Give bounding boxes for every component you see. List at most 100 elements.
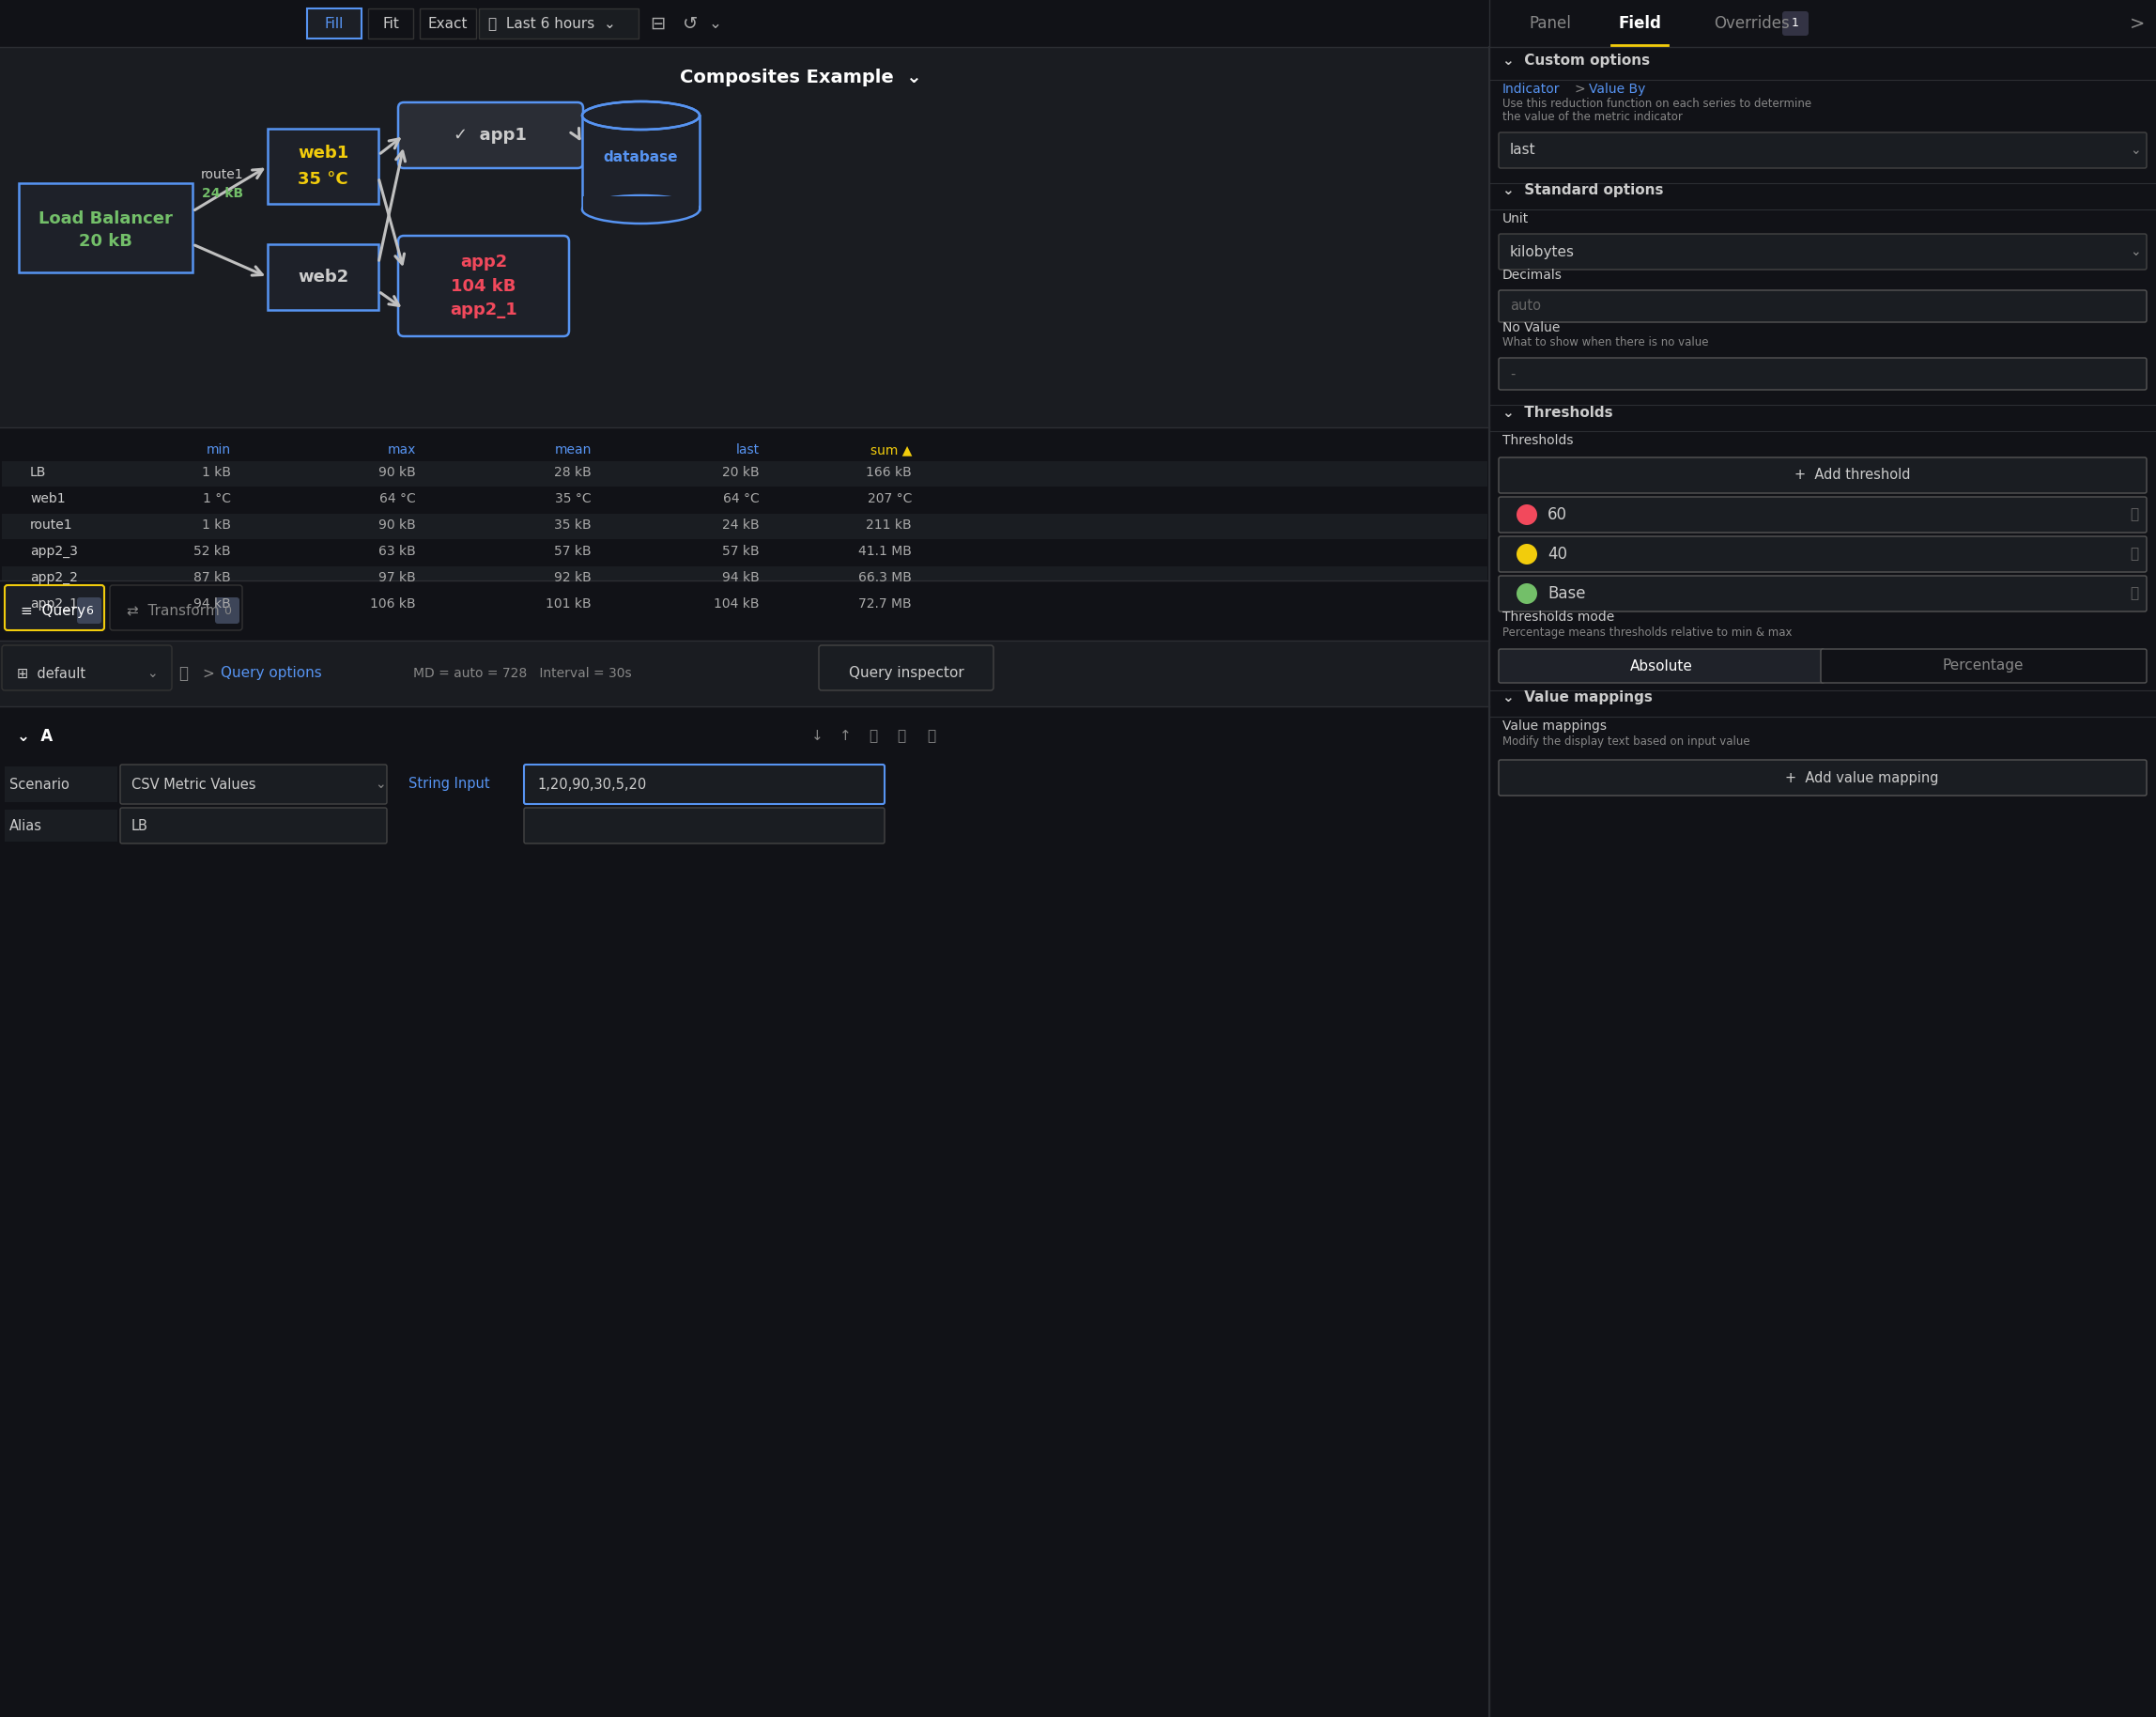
Text: ⌄  A: ⌄ A bbox=[17, 728, 52, 745]
Text: 87 kB: 87 kB bbox=[194, 572, 231, 584]
Text: 101 kB: 101 kB bbox=[545, 598, 591, 611]
Text: 0: 0 bbox=[224, 604, 231, 616]
Text: 60: 60 bbox=[1548, 507, 1567, 524]
Text: ≡  Query: ≡ Query bbox=[22, 603, 86, 618]
Text: LB: LB bbox=[30, 465, 47, 479]
Text: 35 kB: 35 kB bbox=[554, 519, 591, 532]
Bar bbox=[4, 766, 116, 802]
Text: the value of the metric indicator: the value of the metric indicator bbox=[1503, 112, 1682, 124]
Text: 106 kB: 106 kB bbox=[371, 598, 416, 611]
Text: ⌄  Value mappings: ⌄ Value mappings bbox=[1503, 690, 1651, 706]
Text: ⓘ: ⓘ bbox=[179, 664, 188, 682]
Text: Unit: Unit bbox=[1503, 213, 1529, 225]
Text: ⌄: ⌄ bbox=[709, 15, 722, 33]
Text: 35 °C: 35 °C bbox=[298, 172, 349, 187]
Text: 90 kB: 90 kB bbox=[379, 519, 416, 532]
Text: 6: 6 bbox=[86, 604, 93, 616]
FancyBboxPatch shape bbox=[1498, 761, 2147, 795]
FancyBboxPatch shape bbox=[78, 598, 101, 623]
Text: Load Balancer: Load Balancer bbox=[39, 211, 172, 227]
FancyBboxPatch shape bbox=[1498, 536, 2147, 572]
FancyBboxPatch shape bbox=[1498, 234, 2147, 270]
Text: 94 kB: 94 kB bbox=[722, 572, 759, 584]
Text: Thresholds: Thresholds bbox=[1503, 434, 1574, 446]
Text: route1: route1 bbox=[201, 168, 244, 182]
Text: 20 kB: 20 kB bbox=[722, 465, 759, 479]
FancyBboxPatch shape bbox=[1498, 457, 2147, 493]
Text: Query inspector: Query inspector bbox=[849, 666, 964, 680]
Text: 1 kB: 1 kB bbox=[203, 519, 231, 532]
Text: ⌄: ⌄ bbox=[2130, 144, 2141, 156]
Text: min: min bbox=[207, 443, 231, 457]
Text: auto: auto bbox=[1509, 299, 1542, 312]
Text: String Input: String Input bbox=[407, 778, 489, 792]
Ellipse shape bbox=[582, 196, 699, 223]
Bar bbox=[1490, 46, 2156, 1717]
Text: Fit: Fit bbox=[382, 17, 399, 31]
Text: ↑: ↑ bbox=[839, 730, 852, 743]
Text: ↓: ↓ bbox=[811, 730, 824, 743]
Text: max: max bbox=[388, 443, 416, 457]
Bar bbox=[0, 428, 1490, 580]
Text: 1 kB: 1 kB bbox=[203, 465, 231, 479]
Text: app2_2: app2_2 bbox=[30, 572, 78, 584]
Bar bbox=[0, 0, 2156, 46]
Text: Field: Field bbox=[1617, 15, 1660, 33]
Text: Modify the display text based on input value: Modify the display text based on input v… bbox=[1503, 735, 1751, 747]
FancyBboxPatch shape bbox=[1498, 575, 2147, 611]
Text: app2_1: app2_1 bbox=[30, 598, 78, 611]
Text: 104 kB: 104 kB bbox=[451, 278, 515, 295]
FancyBboxPatch shape bbox=[1498, 290, 2147, 323]
Text: 24 kB: 24 kB bbox=[722, 519, 759, 532]
Text: 1,20,90,30,5,20: 1,20,90,30,5,20 bbox=[537, 778, 647, 792]
FancyBboxPatch shape bbox=[110, 585, 241, 630]
Bar bbox=[267, 129, 379, 204]
Text: Overrides: Overrides bbox=[1714, 15, 1789, 33]
Text: 64 °C: 64 °C bbox=[379, 493, 416, 505]
Text: 40: 40 bbox=[1548, 546, 1567, 563]
Text: 64 °C: 64 °C bbox=[722, 493, 759, 505]
Bar bbox=[0, 580, 1490, 640]
Text: Panel: Panel bbox=[1529, 15, 1572, 33]
Bar bbox=[2, 567, 1488, 592]
FancyBboxPatch shape bbox=[524, 764, 884, 804]
Text: web1: web1 bbox=[298, 144, 349, 161]
Text: -: - bbox=[1509, 367, 1516, 381]
Text: ⌄  Standard options: ⌄ Standard options bbox=[1503, 184, 1664, 197]
Text: Fill: Fill bbox=[326, 17, 343, 31]
Text: Percentage means thresholds relative to min & max: Percentage means thresholds relative to … bbox=[1503, 627, 1792, 639]
Text: 57 kB: 57 kB bbox=[722, 544, 759, 558]
Bar bbox=[2, 541, 1488, 565]
Text: Base: Base bbox=[1548, 585, 1585, 603]
Text: app2_1: app2_1 bbox=[451, 302, 517, 318]
Text: +  Add value mapping: + Add value mapping bbox=[1785, 771, 1938, 785]
Bar bbox=[0, 46, 1490, 428]
Text: ✓  app1: ✓ app1 bbox=[453, 127, 526, 144]
Text: mean: mean bbox=[554, 443, 591, 457]
Text: Composites Example  ⌄: Composites Example ⌄ bbox=[679, 69, 923, 86]
Ellipse shape bbox=[1516, 505, 1537, 525]
Text: last: last bbox=[1509, 143, 1535, 158]
Text: Query options: Query options bbox=[220, 666, 321, 680]
Text: What to show when there is no value: What to show when there is no value bbox=[1503, 337, 1708, 349]
FancyBboxPatch shape bbox=[1783, 12, 1809, 36]
Text: >: > bbox=[2130, 14, 2145, 33]
Text: Use this reduction function on each series to determine: Use this reduction function on each seri… bbox=[1503, 98, 1811, 110]
FancyBboxPatch shape bbox=[524, 807, 884, 843]
Text: >: > bbox=[203, 666, 213, 680]
Text: CSV Metric Values: CSV Metric Values bbox=[132, 778, 257, 792]
FancyBboxPatch shape bbox=[121, 807, 386, 843]
Text: 24 kB: 24 kB bbox=[203, 187, 244, 201]
Text: Value By: Value By bbox=[1589, 82, 1645, 96]
FancyBboxPatch shape bbox=[819, 646, 994, 690]
Text: web2: web2 bbox=[298, 268, 349, 285]
Text: 🗑: 🗑 bbox=[2130, 548, 2139, 561]
Text: 166 kB: 166 kB bbox=[867, 465, 912, 479]
Text: 97 kB: 97 kB bbox=[379, 572, 416, 584]
Bar bbox=[2, 488, 1488, 513]
Text: ⇄  Transform: ⇄ Transform bbox=[127, 603, 220, 618]
Text: Alias: Alias bbox=[9, 819, 43, 833]
Text: ⎘: ⎘ bbox=[869, 730, 877, 743]
Text: web1: web1 bbox=[30, 493, 65, 505]
Text: ⏰  Last 6 hours  ⌄: ⏰ Last 6 hours ⌄ bbox=[487, 17, 617, 31]
